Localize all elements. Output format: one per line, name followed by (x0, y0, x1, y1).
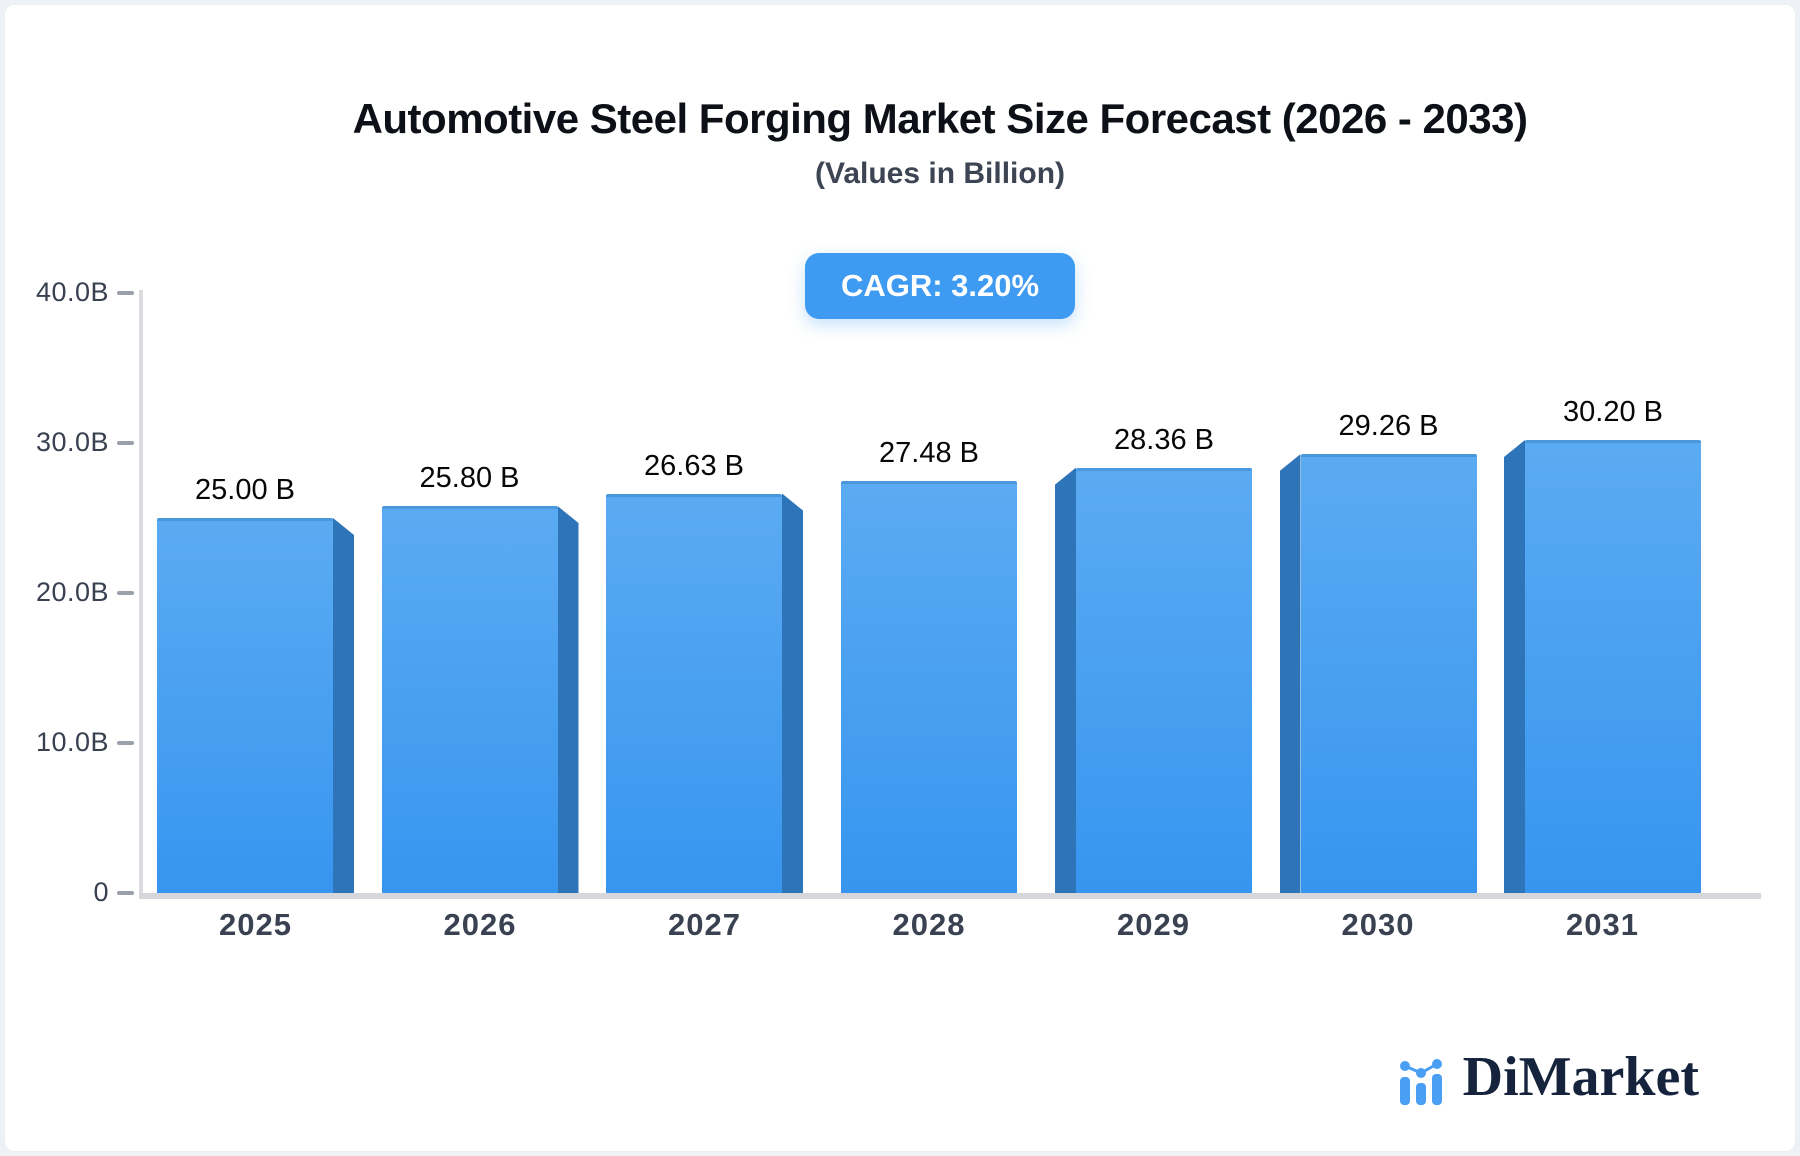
y-tick-label-10: 10.0B (35, 727, 109, 757)
bar-side-shadow-2031 (1504, 440, 1525, 893)
y-tick-mark-30 (117, 441, 134, 445)
bar-2026 (381, 506, 579, 893)
bar-2031 (1504, 440, 1701, 893)
x-axis-label-2026: 2026 (443, 907, 517, 942)
bar-side-shadow-2026 (557, 506, 579, 893)
chart-title: Automotive Steel Forging Market Size For… (352, 95, 1528, 142)
bar-value-label-2025: 25.00 B (195, 474, 295, 506)
logo-text: DiMarket (1462, 1046, 1699, 1108)
y-tick-mark-0 (117, 891, 134, 895)
y-tick-mark-40 (117, 291, 134, 295)
bar-value-label-2031: 30.20 B (1563, 396, 1663, 428)
bar-chart-sparkline-icon (1399, 1059, 1442, 1105)
bar-value-label-2028: 27.48 B (879, 436, 979, 469)
x-axis-label-2025: 2025 (219, 907, 292, 942)
bar-2030 (1279, 454, 1477, 893)
bar-side-shadow-2029 (1055, 467, 1076, 893)
bar-value-label-2027: 26.63 B (644, 449, 744, 482)
bar-2027 (606, 493, 803, 893)
bar-2029 (1055, 467, 1252, 893)
bar-2025 (157, 518, 354, 893)
plot-area: 40.0B 30.0B 20.0B 10.0B 0 25.00 B 25.80 B 26.6… (5, 5, 1795, 1151)
chart-subtitle: (Values in Billion) (814, 157, 1066, 190)
x-axis-label-2028: 2028 (892, 907, 966, 942)
x-axis-label-2031: 2031 (1566, 907, 1639, 942)
bar-side-shadow-2027 (782, 493, 803, 893)
cagr-badge: CAGR: 3.20% (804, 253, 1076, 319)
bar-2028 (831, 480, 1028, 893)
y-tick-mark-20 (117, 591, 134, 595)
bar-face-2026 (381, 506, 558, 893)
y-axis-line (139, 290, 143, 897)
x-axis-baseline (139, 893, 1761, 899)
bar-face-2030 (1300, 454, 1477, 893)
y-tick-label-30: 30.0B (35, 427, 109, 457)
y-tick-label-40: 40.0B (35, 277, 109, 307)
bar-face-2027 (606, 493, 782, 893)
x-axis-label-2029: 2029 (1117, 907, 1190, 942)
bar-value-label-2026: 25.80 B (419, 462, 520, 494)
chart-header: Automotive Steel Forging Market Size For… (95, 95, 1785, 319)
chart-card: Automotive Steel Forging Market Size For… (4, 4, 1796, 1152)
bar-face-2029 (1076, 467, 1252, 893)
x-axis-label-2030: 2030 (1341, 907, 1415, 942)
y-tick-mark-10 (117, 741, 134, 745)
bar-face-2025 (157, 518, 333, 893)
bar-value-label-2029: 28.36 B (1114, 423, 1214, 456)
bar-face-2028 (841, 480, 1017, 893)
dimarket-logo: DiMarket (1397, 1049, 1699, 1105)
bar-face-2031 (1525, 440, 1701, 893)
bar-value-label-2030: 29.26 B (1338, 410, 1439, 443)
x-axis-label-2027: 2027 (668, 907, 741, 942)
bar-side-shadow-2025 (333, 518, 354, 893)
y-tick-label-20: 20.0B (35, 577, 109, 607)
bar-side-shadow-2030 (1279, 454, 1301, 893)
y-tick-label-0: 0 (93, 877, 109, 907)
